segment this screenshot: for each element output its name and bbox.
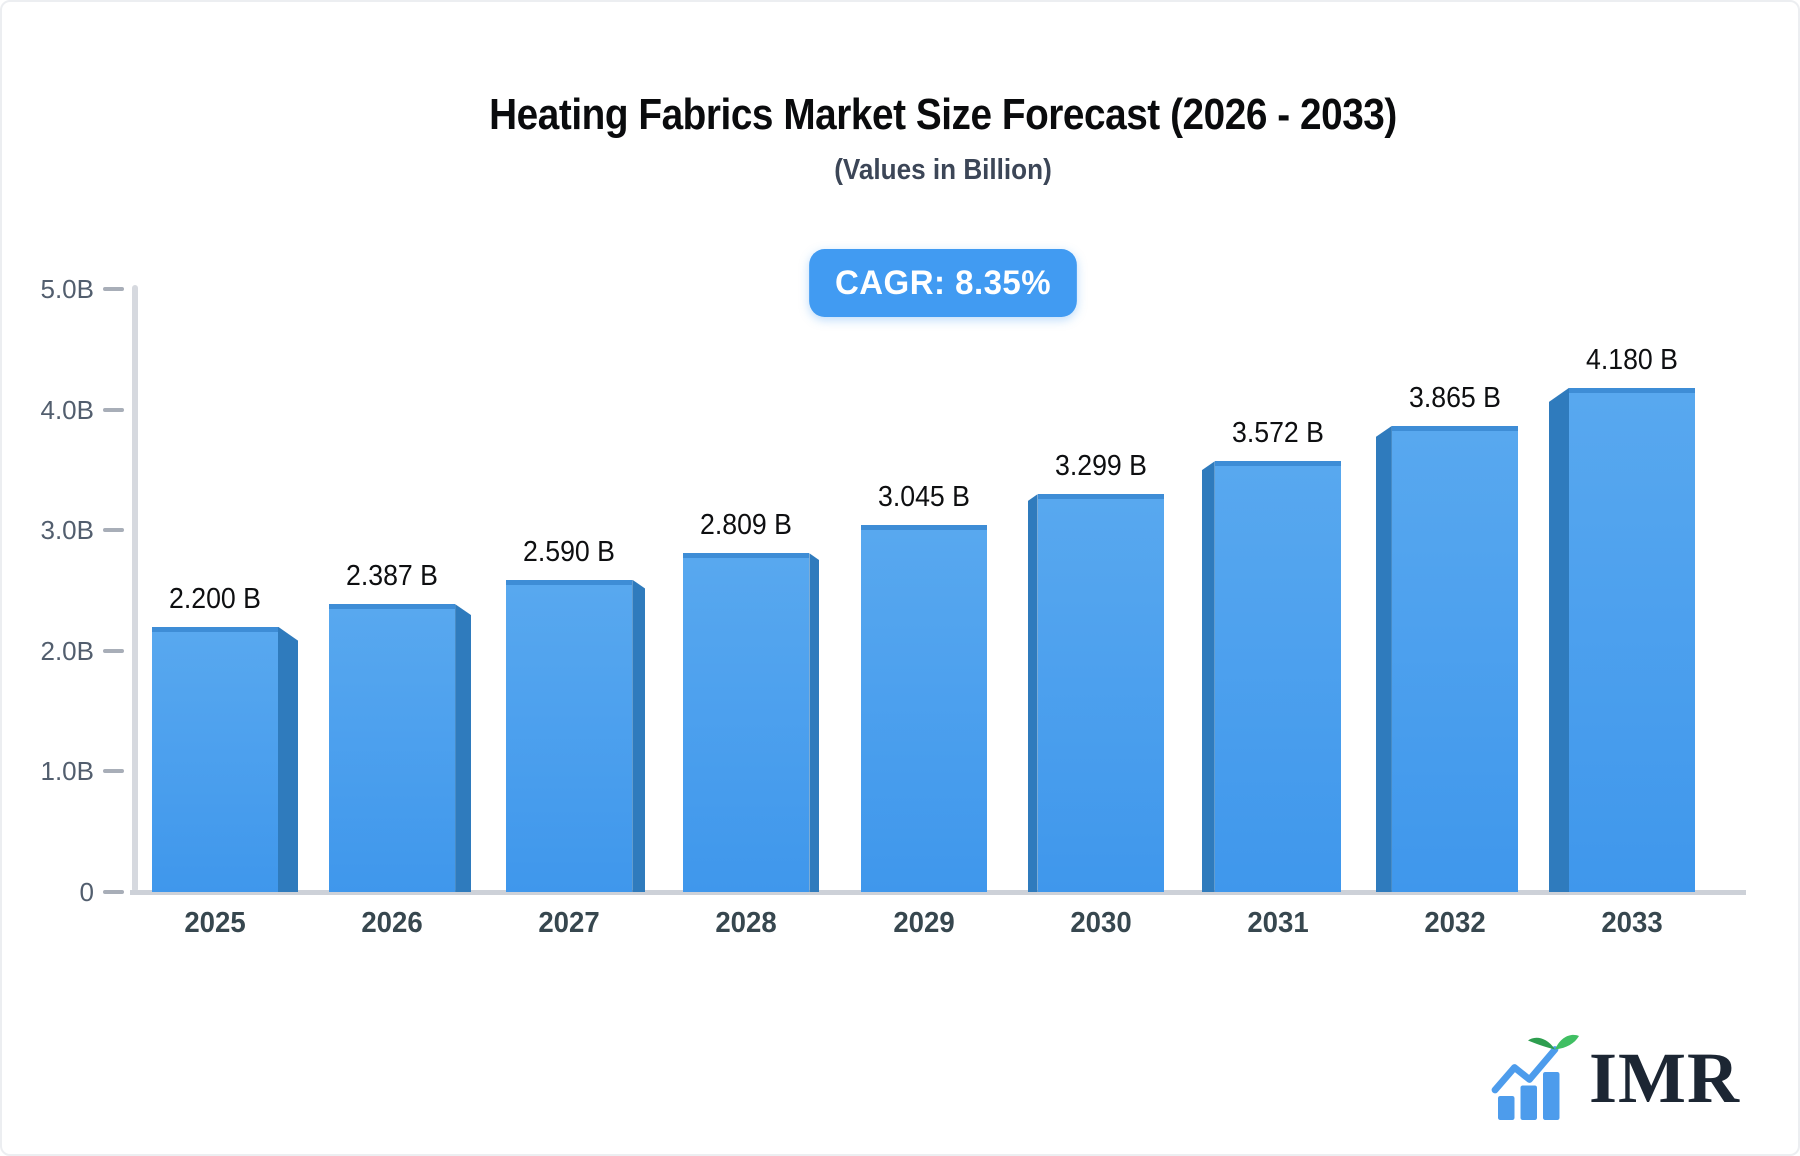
x-axis-label: 2030	[1069, 907, 1132, 939]
y-axis-tick-label: 5.0B	[40, 274, 95, 304]
imr-logo: IMR	[1489, 1030, 1740, 1126]
x-axis-label: 2033	[1601, 907, 1663, 939]
bar-value-label: 3.045 B	[877, 480, 970, 513]
y-axis-tick-label: 4.0B	[40, 394, 95, 425]
bar-side-face	[1375, 425, 1392, 892]
logo-bars-icon	[1498, 1072, 1560, 1120]
bar	[1037, 494, 1164, 892]
bar-side-face	[278, 626, 298, 892]
x-axis-label: 2025	[184, 907, 246, 939]
chart-title: Heating Fabrics Market Size Forecast (20…	[489, 90, 1397, 139]
bar-side-face	[1201, 461, 1215, 892]
chart-subtitle: (Values in Billion)	[834, 154, 1052, 186]
x-axis-label: 2031	[1247, 907, 1309, 939]
imr-logo-text: IMR	[1589, 1038, 1740, 1118]
bar	[1391, 425, 1518, 892]
logo-leaf-icon	[1528, 1034, 1580, 1050]
bar	[860, 524, 987, 892]
y-axis-tick-dash	[103, 890, 124, 894]
bar	[152, 626, 278, 892]
bar	[1569, 387, 1695, 892]
imr-logo-icon	[1491, 1034, 1580, 1120]
bar-value-label: 3.299 B	[1054, 450, 1147, 483]
y-axis-tick-label: 1.0B	[40, 756, 95, 787]
y-axis-tick-dash	[103, 287, 124, 291]
bar-value-label: 3.572 B	[1231, 417, 1324, 450]
bar-side-face	[1027, 494, 1038, 892]
x-axis-label: 2026	[361, 907, 423, 939]
x-axis-label: 2028	[715, 907, 778, 939]
bar	[506, 579, 633, 892]
bar-value-label: 2.200 B	[169, 582, 261, 615]
logo-trend-line-icon	[1491, 1046, 1559, 1094]
bar-side-face	[809, 553, 820, 892]
bar	[683, 553, 810, 892]
bar	[329, 604, 456, 892]
bar-value-label: 3.865 B	[1408, 381, 1501, 414]
bar	[1214, 461, 1341, 892]
cagr-badge: CAGR: 8.35%	[809, 249, 1077, 317]
bar-value-label: 2.387 B	[346, 560, 439, 593]
y-axis-tick-dash	[103, 648, 124, 653]
y-axis-line	[132, 285, 138, 892]
x-axis-baseline	[130, 890, 1746, 895]
y-axis-tick-label: 3.0B	[40, 515, 95, 546]
bar-value-label: 4.180 B	[1586, 343, 1678, 376]
bar-value-label: 2.590 B	[523, 535, 616, 568]
bar-side-face	[1549, 387, 1569, 892]
bar-value-label: 2.809 B	[700, 509, 793, 542]
y-axis-tick-dash	[103, 528, 124, 533]
x-axis-label: 2032	[1424, 907, 1486, 939]
y-axis-tick-label: 2.0B	[40, 635, 95, 666]
bar-side-face	[455, 604, 472, 892]
x-axis-label: 2027	[538, 907, 600, 939]
y-axis-tick-dash	[103, 407, 124, 412]
y-axis-tick-dash	[103, 769, 124, 774]
x-axis-label: 2029	[892, 907, 955, 939]
y-axis-tick-label: 0	[79, 877, 94, 907]
bar-side-face	[632, 579, 646, 892]
chart-header: Heating Fabrics Market Size Forecast (20…	[108, 2, 1778, 317]
